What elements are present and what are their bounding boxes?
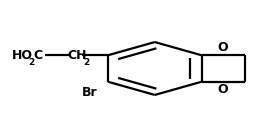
Text: O: O: [218, 41, 229, 54]
Text: Br: Br: [82, 86, 98, 99]
Text: O: O: [218, 83, 229, 96]
Text: C: C: [33, 49, 42, 62]
Text: HO: HO: [12, 49, 33, 62]
Text: CH: CH: [68, 49, 87, 62]
Text: 2: 2: [28, 58, 35, 67]
Text: 2: 2: [83, 58, 90, 67]
